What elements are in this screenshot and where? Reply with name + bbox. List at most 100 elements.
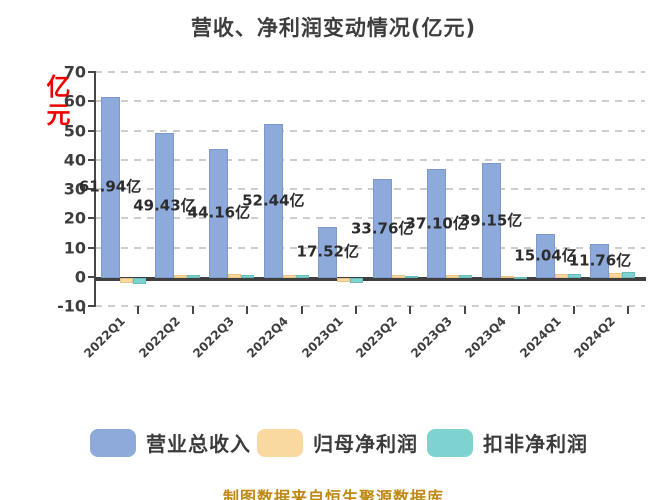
y-tick-label: 70 (63, 62, 86, 82)
revenue-bar[interactable] (372, 179, 392, 278)
x-axis-tick (518, 306, 521, 314)
y-gridline (95, 246, 645, 249)
revenue-bar[interactable] (318, 226, 338, 278)
x-axis-label: 2022Q3 (190, 314, 237, 361)
deducted-profit-bar[interactable] (132, 278, 146, 284)
parent-profit-bar[interactable] (173, 274, 187, 278)
bar-value-label: 52.44亿 (242, 191, 305, 210)
y-tick-label: 60 (63, 91, 86, 111)
revenue-swatch-icon (90, 428, 136, 457)
legend-item-parent-profit[interactable]: 归母净利润 (257, 428, 418, 457)
revenue-bar[interactable] (427, 169, 447, 278)
legend-item-revenue[interactable]: 营业总收入 (90, 428, 251, 457)
x-axis-label: 2023Q1 (299, 314, 346, 361)
y-axis-tick (88, 100, 95, 103)
legend-label-revenue: 营业总收入 (146, 432, 251, 456)
y-axis-tick (88, 129, 95, 132)
x-axis-tick (627, 306, 630, 314)
x-axis-label: 2023Q3 (407, 314, 455, 361)
deducted-profit-swatch-icon (427, 428, 473, 457)
parent-profit-bar[interactable] (228, 274, 242, 278)
x-axis-label: 2022Q1 (81, 314, 128, 361)
deducted-profit-bar[interactable] (295, 275, 309, 278)
parent-profit-bar[interactable] (119, 278, 133, 283)
y-axis-unit-label: 亿元 (42, 74, 70, 130)
x-axis-label: 2024Q2 (571, 314, 618, 361)
x-axis-tick (572, 306, 575, 314)
deducted-profit-bar[interactable] (241, 274, 255, 278)
bar-value-label: 11.76亿 (568, 251, 632, 270)
y-tick-label: 20 (63, 208, 86, 228)
x-axis-tick (82, 306, 85, 314)
bar-value-label: 49.43亿 (133, 196, 196, 215)
y-tick-label: 0 (74, 267, 86, 287)
parent-profit-bar[interactable] (555, 274, 569, 278)
x-axis-tick (463, 306, 466, 314)
parent-profit-bar[interactable] (282, 275, 296, 278)
parent-profit-swatch-icon (257, 428, 303, 457)
parent-profit-bar[interactable] (500, 276, 514, 279)
y-axis-tick (88, 276, 95, 278)
deducted-profit-bar[interactable] (568, 273, 582, 278)
bar-value-label: 37.10亿 (405, 214, 468, 233)
parent-profit-bar[interactable] (446, 274, 460, 278)
x-axis-label: 2023Q2 (353, 314, 401, 361)
y-tick-label: 50 (63, 121, 86, 141)
revenue-bar[interactable] (100, 96, 120, 278)
revenue-bar[interactable] (263, 124, 283, 278)
deducted-profit-bar[interactable] (622, 271, 636, 278)
deducted-profit-bar[interactable] (404, 275, 418, 278)
revenue-bar[interactable] (154, 133, 174, 278)
y-axis-tick (88, 246, 95, 249)
x-axis-tick (137, 306, 140, 314)
y-axis-tick (88, 188, 95, 191)
parent-profit-bar[interactable] (609, 272, 623, 278)
x-axis-tick (354, 306, 357, 314)
y-axis-tick (88, 217, 95, 220)
x-axis-tick (246, 306, 249, 314)
y-gridline (95, 158, 645, 161)
y-gridline (95, 71, 645, 73)
deducted-profit-bar[interactable] (186, 275, 200, 278)
y-gridline (95, 305, 645, 308)
revenue-bar[interactable] (209, 148, 229, 278)
deducted-profit-bar[interactable] (350, 278, 364, 283)
revenue-bar[interactable] (590, 243, 610, 278)
y-axis-tick (88, 158, 95, 161)
y-axis-tick (88, 71, 95, 73)
x-axis-label: 2022Q4 (244, 314, 292, 361)
revenue-bar[interactable] (536, 233, 556, 278)
x-axis-label: 2024Q1 (516, 314, 564, 361)
bar-value-label: 33.76亿 (350, 219, 414, 238)
y-tick-label: 10 (63, 238, 86, 258)
deducted-profit-bar[interactable] (513, 276, 527, 279)
bar-value-label: 39.15亿 (459, 211, 523, 230)
y-axis-line (94, 71, 96, 307)
y-axis-tick (88, 305, 95, 308)
y-tick-label: -10 (57, 296, 86, 316)
x-axis-tick (300, 306, 303, 314)
watermark: 制图数据来自恒生聚源数据库 (222, 488, 444, 500)
x-axis-line (95, 277, 646, 281)
y-tick-label: 30 (63, 179, 86, 199)
deducted-profit-bar[interactable] (459, 275, 473, 278)
chart-title: 营收、净利润变动情况(亿元) (190, 16, 477, 40)
revenue-bar[interactable] (481, 163, 501, 278)
y-gridline (95, 129, 645, 132)
parent-profit-bar[interactable] (337, 278, 351, 282)
bar-value-label: 15.04亿 (514, 246, 577, 265)
legend-item-deducted-profit[interactable]: 扣非净利润 (427, 428, 588, 457)
bar-value-label: 44.16亿 (187, 203, 251, 222)
legend: 营业总收入 归母净利润 扣非净利润 (0, 428, 667, 460)
x-axis-label: 2022Q2 (135, 314, 183, 361)
parent-profit-bar[interactable] (391, 275, 405, 278)
bar-value-label: 17.52亿 (296, 242, 359, 261)
legend-label-parent-profit: 归母净利润 (313, 432, 418, 456)
x-axis-label: 2023Q4 (462, 314, 509, 361)
y-tick-label: 40 (63, 150, 86, 170)
legend-label-deducted-profit: 扣非净利润 (483, 432, 588, 456)
y-gridline (95, 217, 645, 220)
x-axis-tick (191, 306, 194, 314)
